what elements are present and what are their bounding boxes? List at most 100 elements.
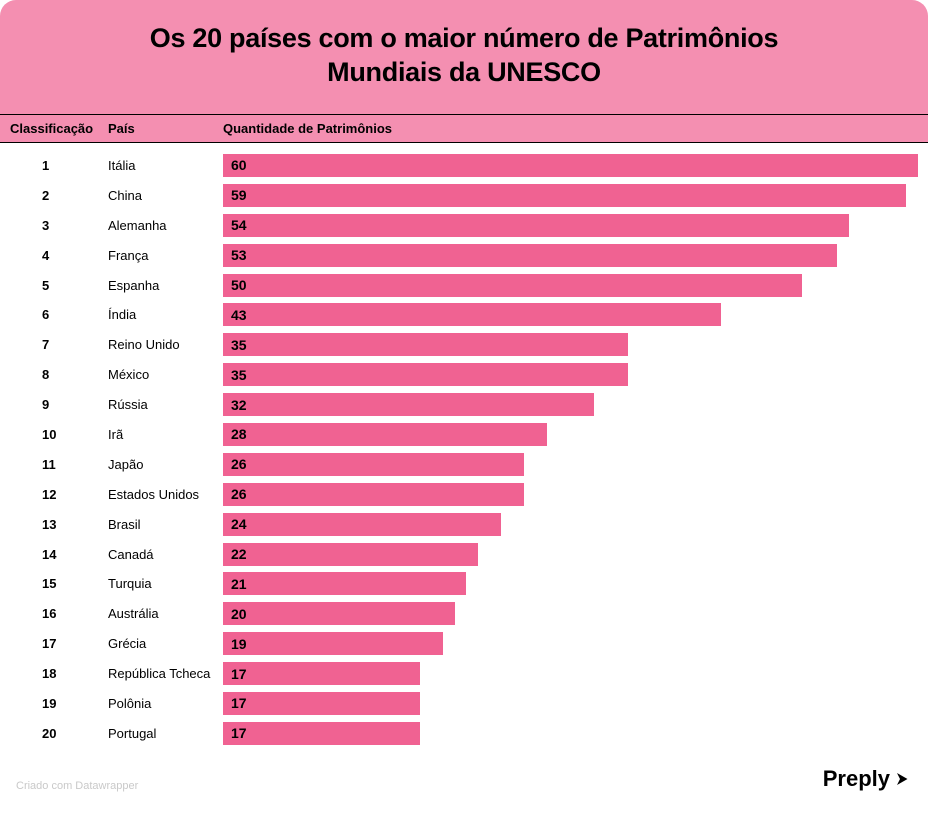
rank-cell: 12 [0,487,108,502]
value-cell: 43 [223,303,928,326]
rank-cell: 15 [0,576,108,591]
bar-track: 59 [223,184,918,207]
rank-cell: 13 [0,517,108,532]
country-cell: Austrália [108,606,223,621]
bar: 19 [223,632,443,655]
brand-arrow-icon [894,770,912,788]
value-cell: 35 [223,363,928,386]
rank-cell: 14 [0,547,108,562]
bar: 22 [223,543,478,566]
table-row: 4França53 [0,240,928,270]
country-cell: Índia [108,307,223,322]
country-cell: Turquia [108,576,223,591]
bar: 35 [223,333,628,356]
bar: 50 [223,274,802,297]
bar-track: 24 [223,513,918,536]
chart-title: Os 20 países com o maior número de Patri… [40,22,888,90]
rank-cell: 17 [0,636,108,651]
bar-track: 35 [223,363,918,386]
rank-cell: 20 [0,726,108,741]
bar-track: 54 [223,214,918,237]
bar: 28 [223,423,547,446]
title-line-1: Os 20 países com o maior número de Patri… [150,23,778,53]
table-row: 12Estados Unidos26 [0,479,928,509]
col-header-country: País [108,121,223,136]
rank-cell: 8 [0,367,108,382]
bar: 20 [223,602,455,625]
bar-track: 22 [223,543,918,566]
bar-track: 17 [223,662,918,685]
table-row: 3Alemanha54 [0,210,928,240]
value-cell: 50 [223,274,928,297]
country-cell: Japão [108,457,223,472]
bar: 17 [223,692,420,715]
country-cell: México [108,367,223,382]
rank-cell: 10 [0,427,108,442]
bar: 59 [223,184,906,207]
value-cell: 17 [223,722,928,745]
col-header-rank: Classificação [0,121,108,136]
bar-track: 50 [223,274,918,297]
rank-cell: 16 [0,606,108,621]
table-row: 20Portugal17 [0,718,928,748]
rank-cell: 6 [0,307,108,322]
table-row: 10Irã28 [0,420,928,450]
table-row: 11Japão26 [0,449,928,479]
country-cell: Espanha [108,278,223,293]
bar-track: 28 [223,423,918,446]
bar-track: 17 [223,722,918,745]
table-row: 19Polônia17 [0,689,928,719]
country-cell: Itália [108,158,223,173]
table-row: 2China59 [0,180,928,210]
table-row: 16Austrália20 [0,599,928,629]
country-cell: Irã [108,427,223,442]
rank-cell: 7 [0,337,108,352]
country-cell: Portugal [108,726,223,741]
value-cell: 26 [223,483,928,506]
rank-cell: 5 [0,278,108,293]
value-cell: 26 [223,453,928,476]
value-cell: 21 [223,572,928,595]
bar: 21 [223,572,466,595]
col-header-value: Quantidade de Patrimônios [223,121,928,136]
chart-container: Os 20 países com o maior número de Patri… [0,0,928,804]
table-body: 1Itália602China593Alemanha544França535Es… [0,143,928,757]
rank-cell: 2 [0,188,108,203]
rank-cell: 11 [0,457,108,472]
bar-track: 32 [223,393,918,416]
country-cell: Polônia [108,696,223,711]
country-cell: Reino Unido [108,337,223,352]
bar: 32 [223,393,594,416]
value-cell: 22 [223,543,928,566]
brand-text: Preply [823,766,890,792]
table-row: 1Itália60 [0,151,928,181]
country-cell: Estados Unidos [108,487,223,502]
value-cell: 24 [223,513,928,536]
bar: 54 [223,214,849,237]
table-row: 6Índia43 [0,300,928,330]
value-cell: 35 [223,333,928,356]
value-cell: 28 [223,423,928,446]
chart-footer: Criado com Datawrapper Preply [0,756,928,804]
country-cell: Rússia [108,397,223,412]
table-header-row: Classificação País Quantidade de Patrimô… [0,114,928,143]
bar-track: 35 [223,333,918,356]
rank-cell: 3 [0,218,108,233]
table-row: 15Turquia21 [0,569,928,599]
bar: 26 [223,453,524,476]
rank-cell: 4 [0,248,108,263]
bar: 43 [223,303,721,326]
country-cell: Grécia [108,636,223,651]
country-cell: China [108,188,223,203]
table-row: 17Grécia19 [0,629,928,659]
bar: 35 [223,363,628,386]
bar-track: 26 [223,483,918,506]
country-cell: Brasil [108,517,223,532]
value-cell: 53 [223,244,928,267]
value-cell: 17 [223,662,928,685]
value-cell: 54 [223,214,928,237]
bar-track: 60 [223,154,918,177]
bar: 17 [223,722,420,745]
rank-cell: 9 [0,397,108,412]
rank-cell: 18 [0,666,108,681]
